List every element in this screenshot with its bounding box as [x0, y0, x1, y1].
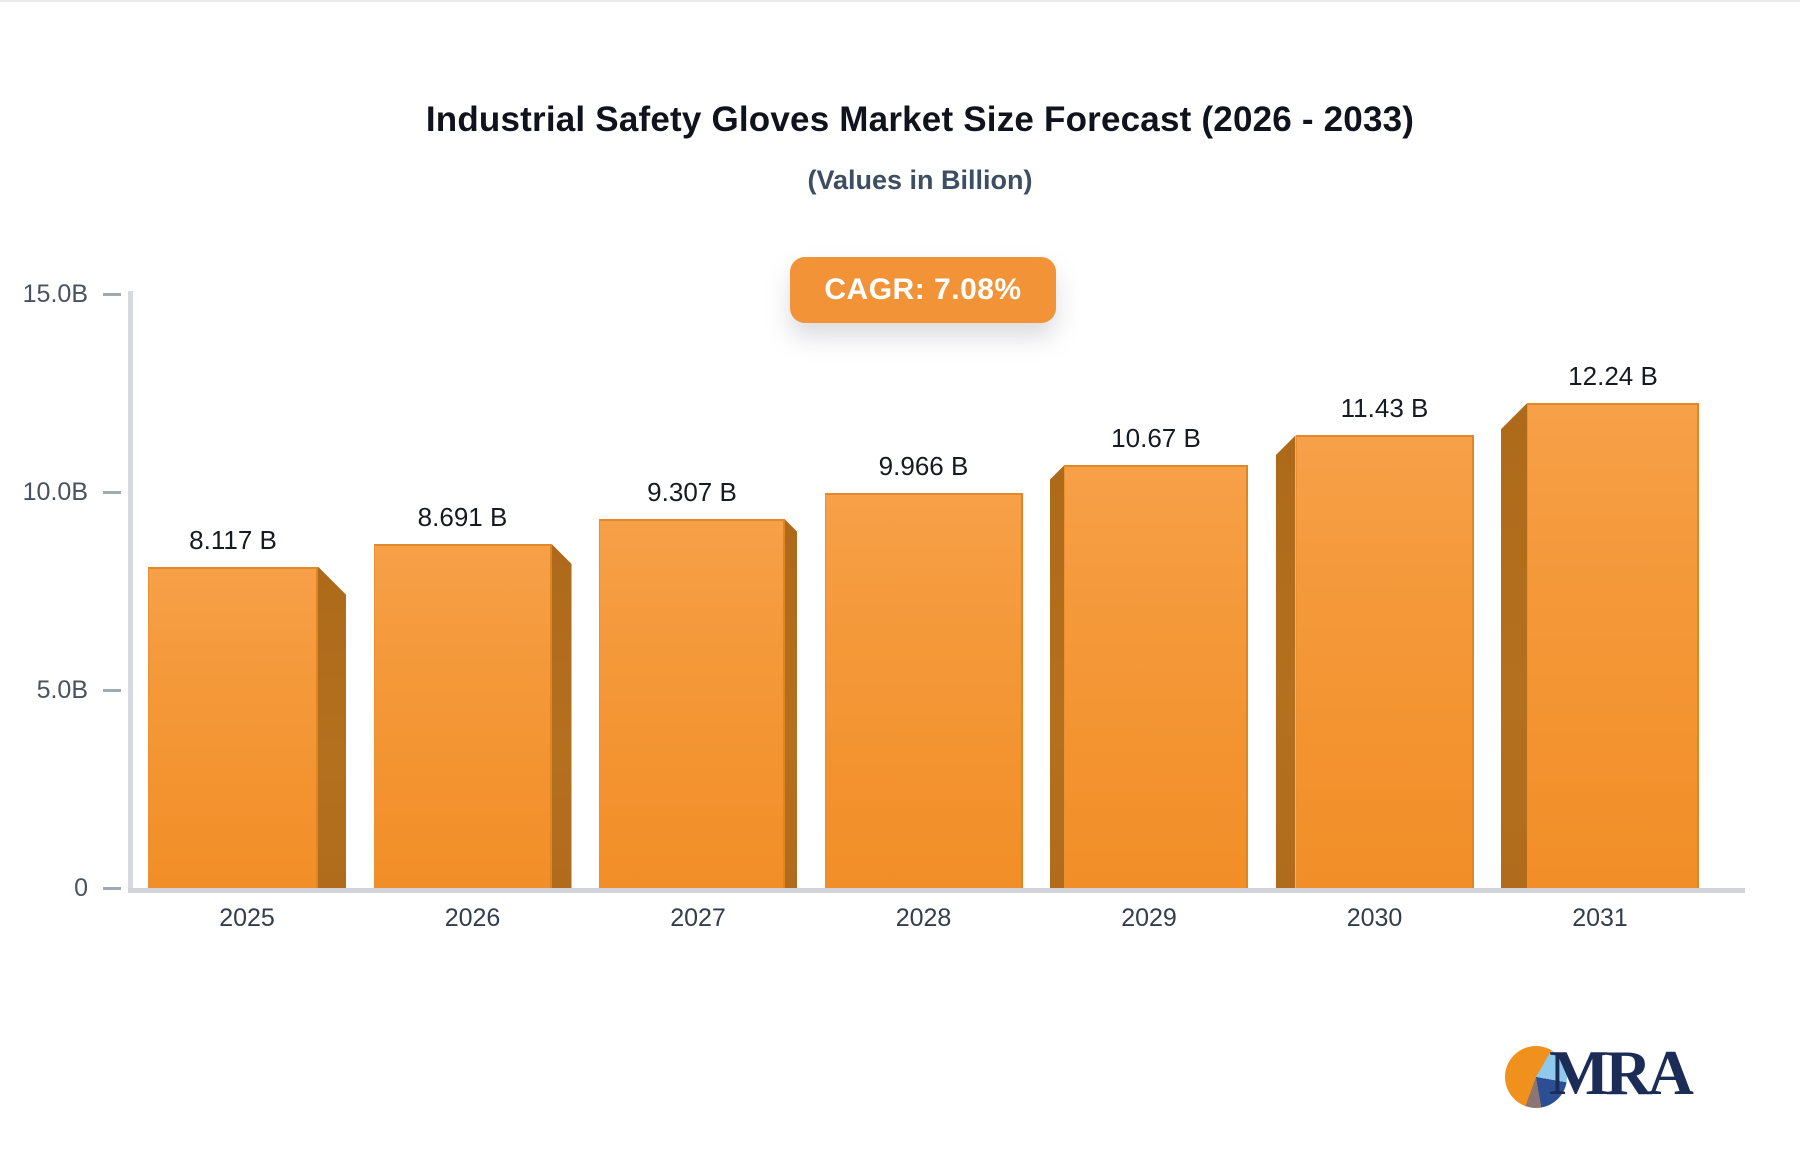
bar-2030: [1295, 435, 1474, 888]
x-axis-label: 2030: [1346, 904, 1403, 932]
x-axis-label: 2028: [895, 904, 952, 932]
y-axis-label: 0: [74, 874, 88, 902]
bar-value-label: 8.117 B: [189, 524, 277, 555]
y-axis-label: 15.0B: [22, 280, 88, 308]
bar-side-face: [1050, 465, 1064, 888]
x-axis-baseline: [128, 888, 1745, 893]
bar-value-label: 11.43 B: [1340, 393, 1429, 424]
chart-title: Industrial Safety Gloves Market Size For…: [425, 100, 1415, 139]
y-axis-label: 10.0B: [22, 478, 88, 506]
logo-pie-chart-icon: [1505, 1046, 1567, 1108]
bar-2027: [599, 519, 785, 888]
bar-value-label: 9.307 B: [647, 477, 737, 508]
bar-value-label: 10.67 B: [1111, 423, 1201, 454]
bar-2028: [824, 493, 1023, 888]
brand-logo: MRA: [1505, 1037, 1694, 1108]
y-axis-tick: [103, 491, 121, 494]
x-axis-label: 2031: [1572, 904, 1628, 932]
bar-side-face: [785, 519, 797, 888]
x-axis-label: 2027: [670, 904, 726, 932]
bar-2031: [1527, 403, 1699, 888]
x-axis-label: 2025: [219, 904, 275, 932]
y-axis-line: [128, 291, 133, 893]
bar-side-face: [551, 543, 572, 888]
bar-value-label: 9.966 B: [878, 451, 969, 482]
chart-subtitle: (Values in Billion): [807, 165, 1033, 195]
bar-side-face: [318, 566, 346, 888]
bar-2026: [373, 543, 552, 888]
y-axis-label: 5.0B: [36, 676, 88, 704]
x-axis-label: 2029: [1121, 904, 1177, 932]
bar-side-face: [1275, 435, 1296, 888]
bar-value-label: 8.691 B: [417, 501, 508, 532]
y-axis-tick: [103, 887, 121, 890]
bar-2029: [1064, 465, 1248, 888]
bar-side-face: [1501, 403, 1527, 888]
cagr-badge: CAGR: 7.08%: [790, 257, 1056, 323]
y-axis-tick: [103, 293, 121, 296]
bar-value-label: 12.24 B: [1568, 361, 1658, 392]
logo-text: MRA: [1549, 1037, 1694, 1108]
y-axis-tick: [103, 689, 121, 692]
x-axis-label: 2026: [444, 904, 501, 932]
bar-2025: [148, 566, 318, 888]
